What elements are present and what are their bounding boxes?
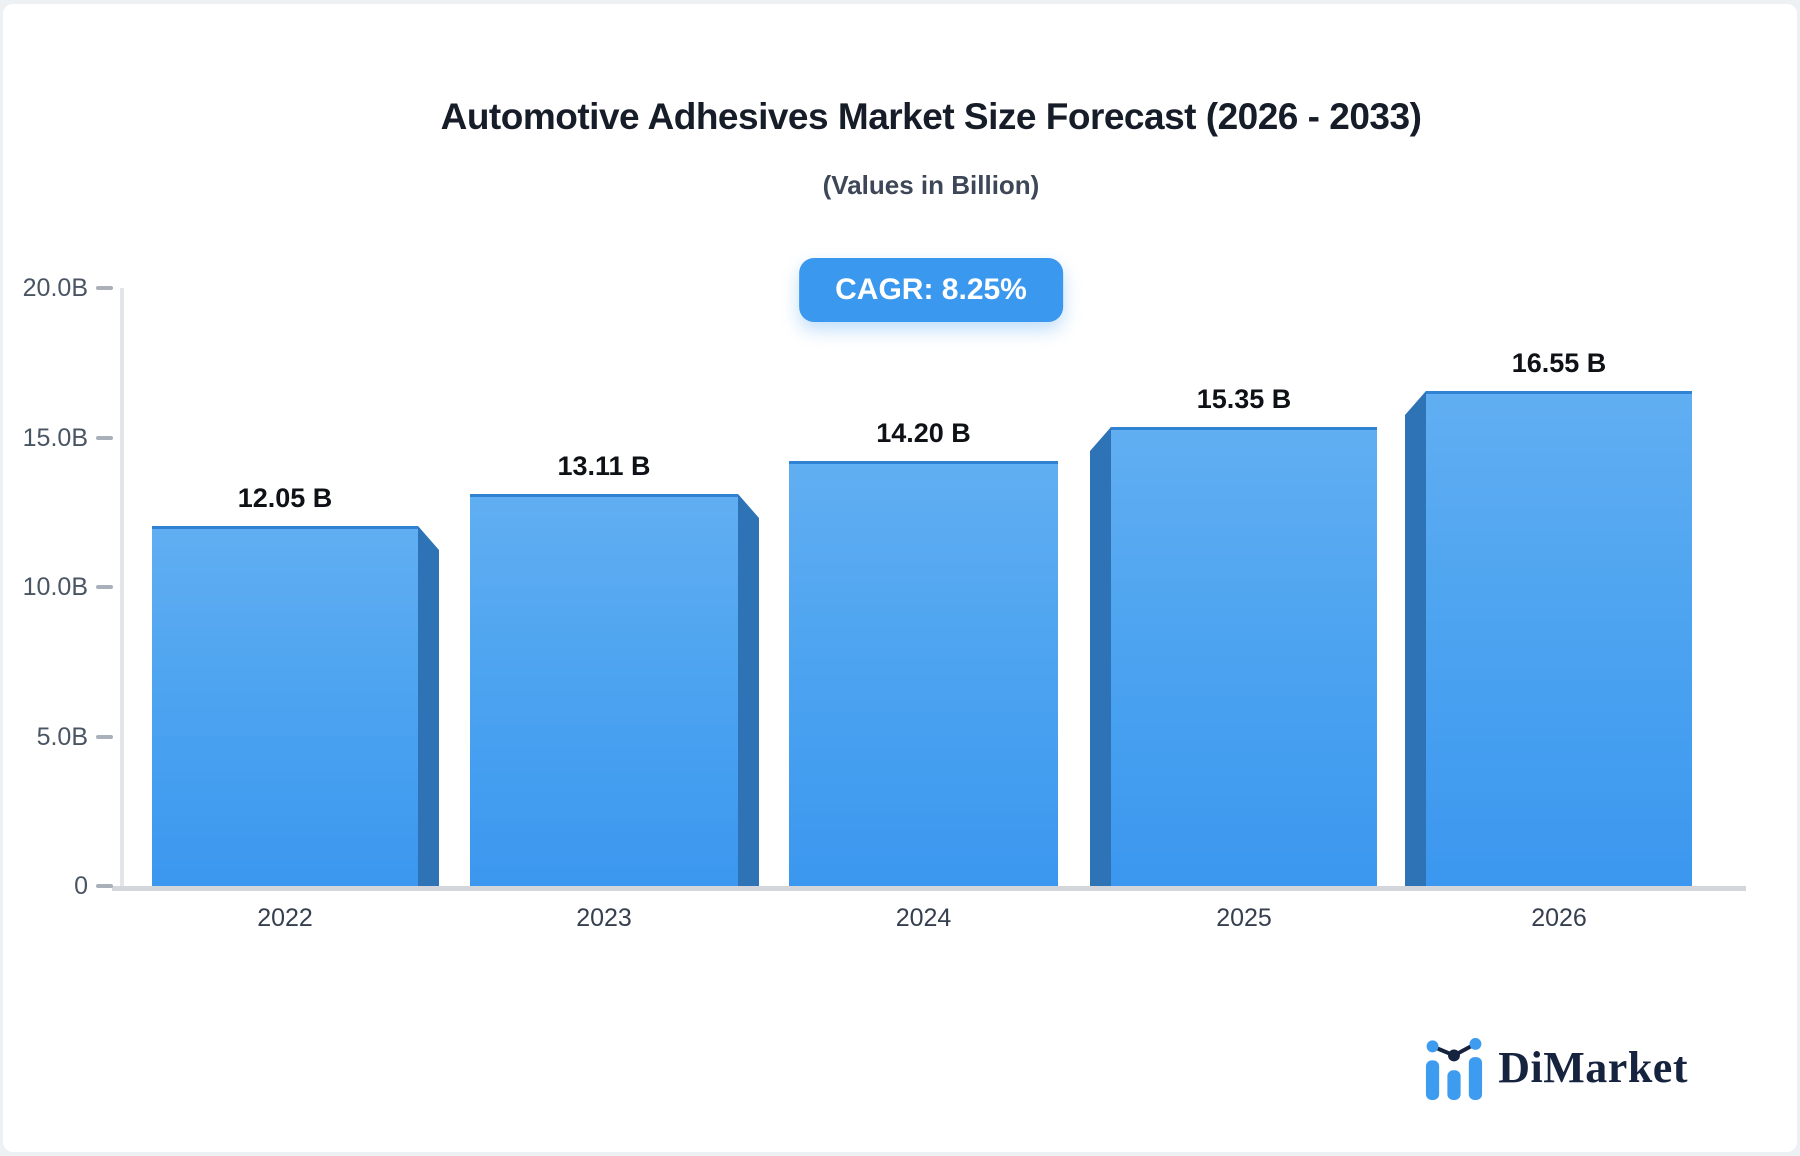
y-axis-tick-label: 15.0B: [22, 423, 88, 452]
bar-face: [152, 526, 418, 886]
bar-3d-side: [1090, 427, 1111, 886]
logo: DiMarket: [1423, 1034, 1688, 1100]
x-axis-label: 2022: [257, 904, 313, 932]
y-axis-line: [120, 288, 124, 886]
logo-text: DiMarket: [1498, 1042, 1688, 1092]
bar-3d-side: [738, 494, 759, 886]
bar-2023: [470, 494, 759, 886]
y-axis-tick-mark: [96, 286, 113, 290]
chart-subtitle: (Values in Billion): [822, 170, 1040, 200]
x-axis-label: 2025: [1216, 904, 1272, 932]
bar-2024: [789, 461, 1058, 886]
cagr-badge: CAGR: 8.25%: [799, 258, 1063, 322]
chart-card: Automotive Adhesives Market Size Forecas…: [3, 4, 1797, 1152]
bar-value-label: 14.20 B: [876, 418, 971, 448]
y-axis-tick-label: 10.0B: [22, 573, 88, 601]
bar-face: [470, 494, 738, 886]
bar-3d-side: [1405, 391, 1426, 886]
y-axis-tick-label: 0: [74, 872, 88, 900]
bar-face: [1426, 391, 1692, 886]
dimarket-bar-chart-icon: [1423, 1034, 1485, 1100]
y-axis-tick-label: 5.0B: [36, 722, 88, 751]
bar-face: [1111, 427, 1377, 886]
bar-3d-side: [418, 526, 439, 886]
bar-value-label: 15.35 B: [1196, 384, 1292, 414]
bar-2022: [152, 526, 439, 886]
bar-value-label: 16.55 B: [1511, 348, 1607, 378]
x-axis-label: 2024: [895, 904, 952, 932]
y-axis-tick-mark: [96, 734, 113, 739]
x-axis-baseline: [112, 886, 1746, 891]
y-axis-tick-mark: [96, 585, 113, 589]
bar-value-label: 13.11 B: [557, 451, 651, 481]
plot-area: 12.05 B 2022 13.11 B 2023 14.20 B 2024 15.35 B…: [120, 288, 1742, 932]
x-axis-label: 2023: [576, 904, 632, 932]
x-axis-label: 2026: [1531, 904, 1587, 932]
bar-2025: [1090, 427, 1377, 886]
y-axis-tick-label: 20.0B: [22, 274, 88, 302]
y-axis-tick-mark: [96, 884, 113, 888]
bar-2026: [1405, 391, 1692, 886]
bar-face: [789, 461, 1058, 886]
bar-value-label: 12.05 B: [237, 483, 333, 513]
y-axis-tick-mark: [96, 435, 113, 440]
chart-title: Automotive Adhesives Market Size Forecas…: [440, 96, 1422, 137]
